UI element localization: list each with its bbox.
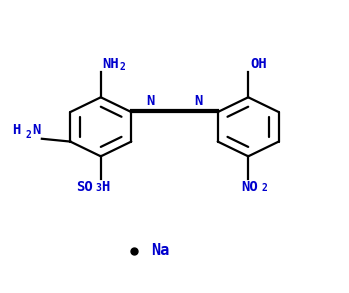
Text: Na: Na <box>151 243 169 258</box>
Text: 2: 2 <box>25 130 31 139</box>
Text: 2: 2 <box>262 183 267 193</box>
Text: OH: OH <box>250 57 267 71</box>
Text: N: N <box>194 94 203 108</box>
Text: 3: 3 <box>96 183 102 193</box>
Text: H: H <box>12 123 20 137</box>
Text: H: H <box>102 180 110 194</box>
Text: NH: NH <box>103 57 119 71</box>
Text: N: N <box>32 123 40 137</box>
Text: NO: NO <box>242 180 258 194</box>
Text: SO: SO <box>76 180 92 194</box>
Text: 2: 2 <box>119 62 125 72</box>
Text: N: N <box>146 94 155 108</box>
